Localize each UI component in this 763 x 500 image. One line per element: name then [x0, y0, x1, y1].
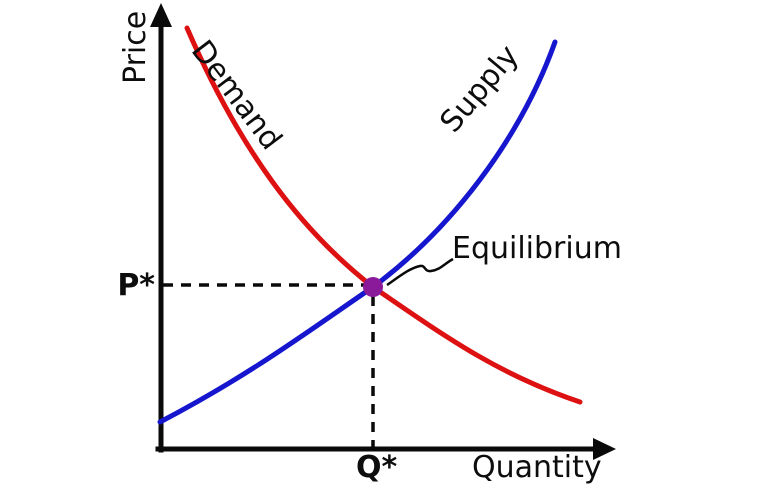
y-axis-arrow-icon	[150, 3, 172, 27]
equilibrium-quantity-label: Q*	[356, 450, 398, 485]
equilibrium-leader-line	[386, 257, 454, 287]
equilibrium-price-label: P*	[117, 268, 155, 303]
x-axis-label: Quantity	[472, 450, 602, 485]
equilibrium-point	[363, 277, 383, 297]
equilibrium-label: Equilibrium	[452, 231, 622, 266]
x-axis-arrow-icon	[593, 438, 616, 460]
y-axis-label: Price	[118, 10, 153, 84]
